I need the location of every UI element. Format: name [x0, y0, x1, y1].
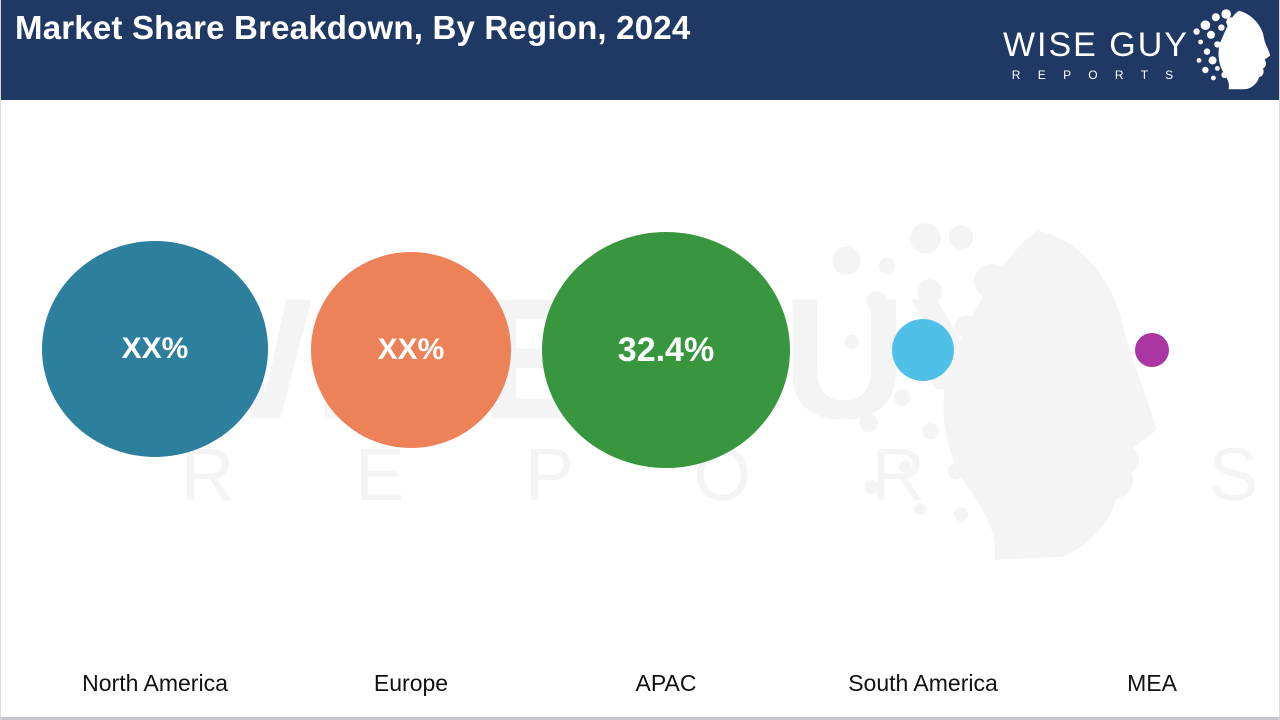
category-label-europe: Europe: [373, 670, 449, 696]
bubble-apac: 32.4%: [542, 232, 790, 468]
category-label-apac: APAC: [635, 670, 697, 696]
bubble-europe: XX%: [311, 252, 511, 448]
logo-text: WISE GUY R E P O R T S: [1003, 26, 1189, 82]
bubble-south-america: [892, 319, 954, 381]
bubble-value-apac: 32.4%: [617, 330, 715, 369]
category-label-mea: MEA: [1127, 670, 1177, 696]
category-label-south-america: South America: [848, 670, 998, 696]
logo-wordmark: WISE GUY: [1002, 26, 1189, 64]
watermark-head-icon: [832, 223, 1157, 560]
header-bar: Market Share Breakdown, By Region, 2024 …: [1, 0, 1279, 100]
bubble-mea: [1135, 333, 1169, 367]
category-label-north-america: North America: [82, 670, 228, 696]
bubble-north-america: XX%: [42, 241, 268, 457]
logo-subtext: R E P O R T S: [1011, 68, 1181, 82]
footer-edge: [1, 717, 1279, 720]
bubble-value-europe: XX%: [377, 333, 445, 366]
page-title: Market Share Breakdown, By Region, 2024: [15, 9, 691, 46]
bubble-value-north-america: XX%: [121, 332, 189, 365]
bubble-chart: WISE GUY R E P O R T S XX% XX% 32.4%: [1, 100, 1279, 716]
wiseguy-head-icon: [1193, 9, 1271, 90]
brand-logo: WISE GUY R E P O R T S: [1003, 5, 1271, 95]
